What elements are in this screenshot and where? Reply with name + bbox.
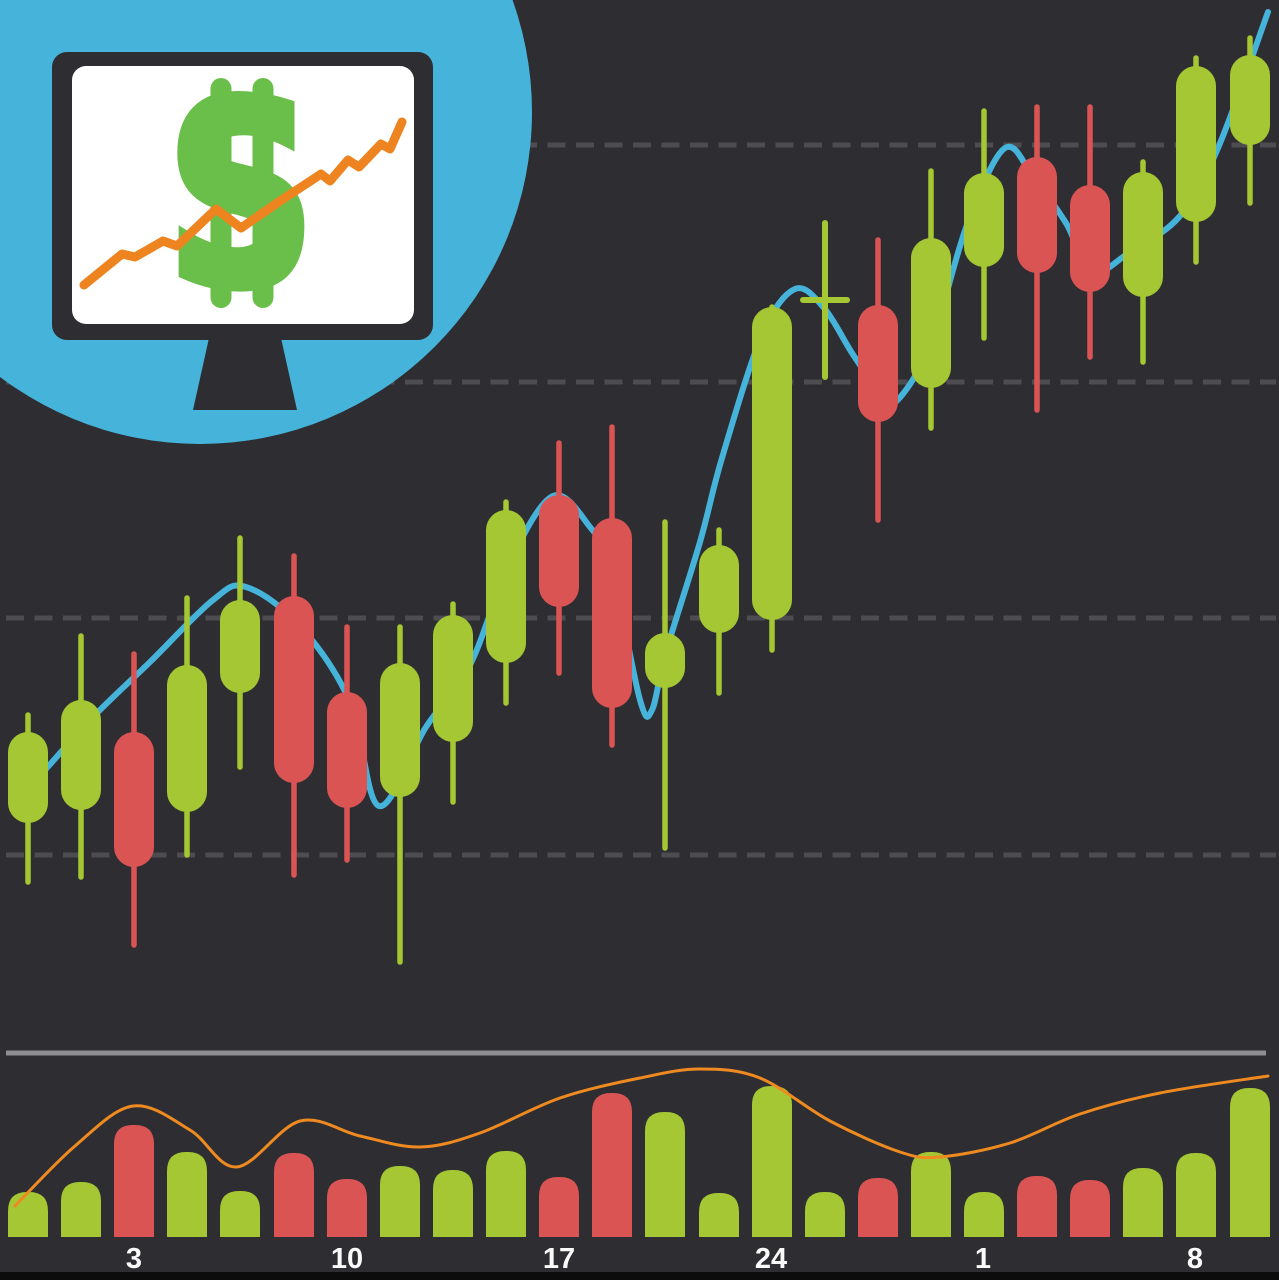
volume-ma-line-group: [13, 1067, 1270, 1208]
candle-body: [61, 700, 101, 810]
x-axis-labels-group: 3 10 17 24 1 8: [126, 1243, 1203, 1275]
candle-body: [911, 238, 951, 388]
volume-bar-up: [911, 1152, 951, 1237]
candle-down: [274, 553, 314, 878]
volume-bar-down: [327, 1179, 367, 1237]
candle-down: [327, 624, 367, 863]
candles-group: [8, 35, 1270, 965]
candle-up: [61, 633, 101, 880]
x-axis-label-10: 10: [331, 1243, 363, 1275]
volume-bar-up: [645, 1112, 685, 1237]
candle-down: [592, 424, 632, 748]
candle-body: [327, 692, 367, 808]
candle-down: [1070, 104, 1110, 360]
candle-body: [699, 545, 739, 633]
trend-line-icon: [79, 117, 407, 290]
trend-zigzag-line: [79, 117, 407, 290]
monitor-screen: [72, 66, 414, 324]
monitor-icon: [52, 52, 433, 410]
candle-body: [8, 732, 48, 823]
candle-body: [1123, 172, 1163, 297]
volume-bar-down: [592, 1093, 632, 1237]
volume-bar-up: [220, 1191, 260, 1237]
doji-candle: [800, 220, 850, 380]
volume-bar-up: [805, 1192, 845, 1237]
x-axis-label-3: 3: [126, 1243, 142, 1275]
candle-down: [114, 651, 154, 948]
volume-bar-up: [61, 1182, 101, 1237]
volume-bar-up: [380, 1166, 420, 1237]
candle-body: [486, 510, 526, 663]
volume-bars-group: [8, 1086, 1270, 1237]
candle-body: [274, 596, 314, 783]
volume-bar-down: [858, 1178, 898, 1237]
candle-down: [858, 237, 898, 523]
candle-up: [8, 712, 48, 885]
x-axis-label-8: 8: [1187, 1243, 1203, 1275]
candle-up: [1176, 55, 1216, 265]
candle-up: [486, 499, 526, 706]
candle-body: [380, 663, 420, 797]
volume-bar-down: [274, 1153, 314, 1237]
candle-body: [167, 665, 207, 812]
candle-down: [539, 440, 579, 676]
candle-up: [1123, 159, 1163, 365]
candle-up: [380, 624, 420, 965]
volume-bar-down: [539, 1177, 579, 1237]
dollar-bar-left: [210, 78, 232, 308]
volume-bar-up: [1176, 1153, 1216, 1237]
dollar-s-glyph: S: [167, 50, 316, 343]
volume-bar-down: [1070, 1180, 1110, 1237]
volume-bar-up: [433, 1170, 473, 1237]
candle-up: [964, 108, 1004, 341]
candle-up: [433, 601, 473, 805]
candle-up: [752, 304, 792, 653]
promo-badge: S: [0, 0, 532, 444]
x-axis-label-17: 17: [543, 1243, 575, 1275]
volume-bar-up: [167, 1152, 207, 1237]
candle-up: [167, 595, 207, 858]
candle-body: [592, 518, 632, 708]
candle-body: [858, 305, 898, 422]
candle-body: [1017, 157, 1057, 273]
volume-bar-up: [1123, 1168, 1163, 1237]
volume-bar-up: [699, 1193, 739, 1237]
candle-body: [1230, 55, 1270, 145]
monitor-stand: [193, 338, 297, 410]
x-axis-label-24: 24: [755, 1243, 787, 1275]
volume-bar-up: [964, 1192, 1004, 1237]
candle-up: [645, 519, 685, 851]
volume-bar-up: [1230, 1088, 1270, 1237]
candle-up: [220, 535, 260, 770]
volume-bar-up: [8, 1192, 48, 1237]
dollar-icon: S: [162, 46, 320, 348]
candle-body: [539, 495, 579, 607]
candle-body: [964, 173, 1004, 267]
candle-up: [1230, 35, 1270, 206]
volume-bar-down: [1017, 1176, 1057, 1237]
dollar-bar-right: [252, 78, 274, 308]
candle-up: [699, 527, 739, 696]
candle-body: [220, 600, 260, 693]
volume-bar-up: [752, 1086, 792, 1237]
volume-bar-down: [114, 1125, 154, 1237]
candle-body: [114, 732, 154, 867]
candle-down: [1017, 104, 1057, 413]
x-axis-label-1: 1: [975, 1243, 991, 1275]
bottom-strip: [0, 1272, 1279, 1280]
candle-body: [752, 307, 792, 620]
candle-body: [1070, 185, 1110, 292]
candle-body: [1176, 66, 1216, 222]
candle-up: [911, 168, 951, 431]
volume-bar-up: [486, 1151, 526, 1237]
candle-body: [433, 615, 473, 742]
volume-ma-line: [13, 1067, 1270, 1208]
candle-body: [645, 633, 685, 688]
